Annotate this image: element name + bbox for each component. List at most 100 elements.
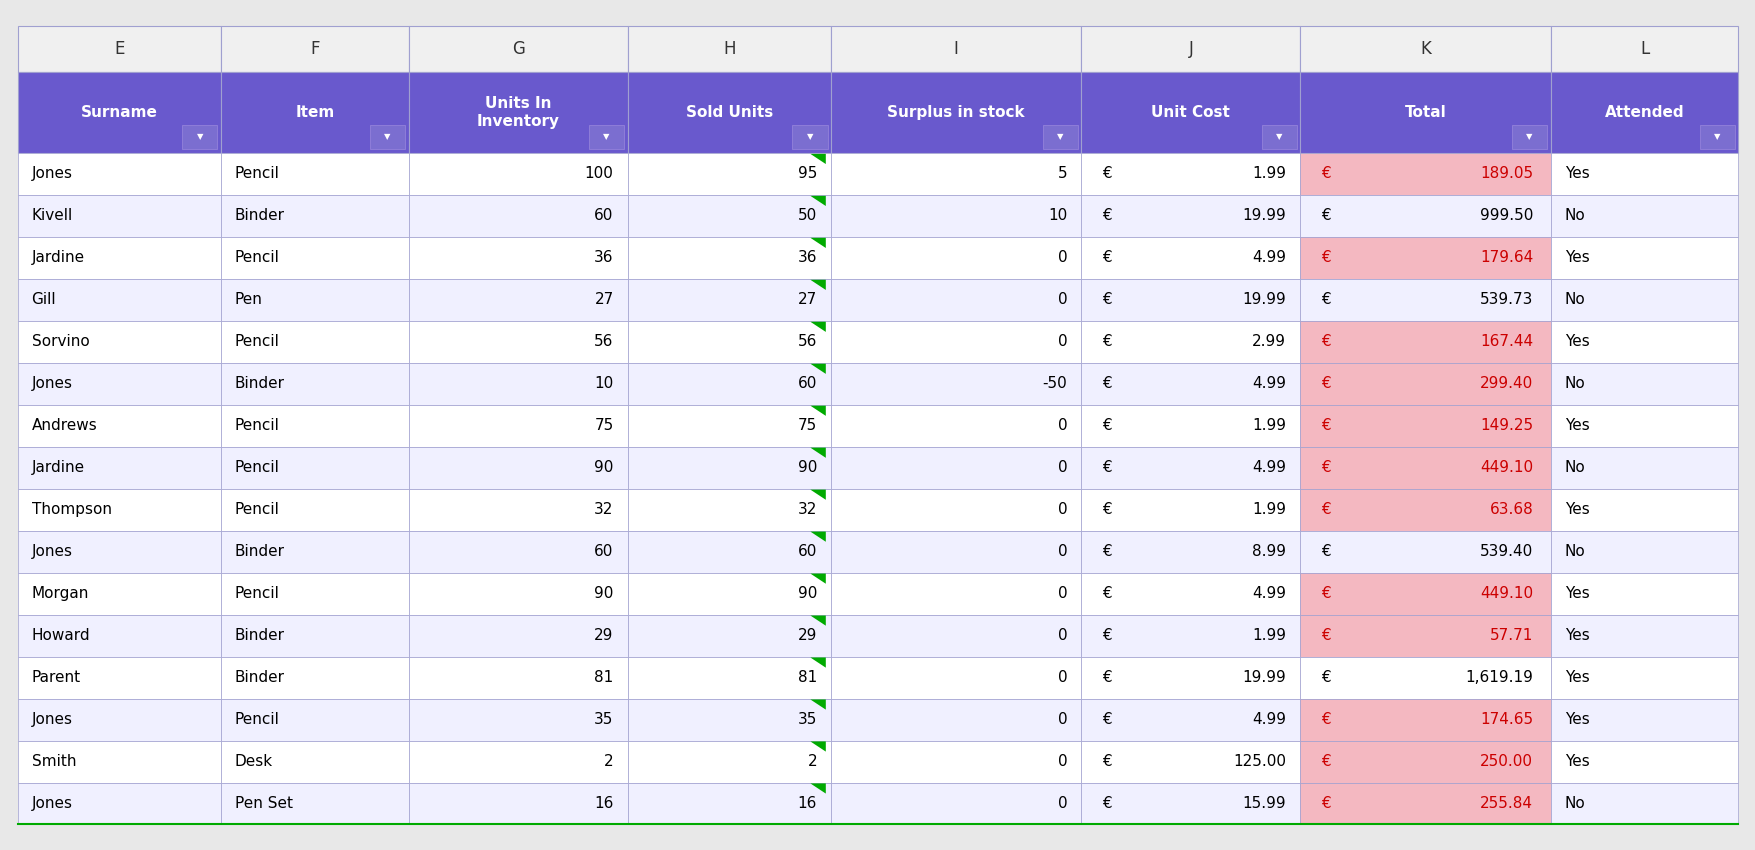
Bar <box>627 615 830 656</box>
Text: No: No <box>1564 292 1585 308</box>
Text: 1,619.19: 1,619.19 <box>1464 670 1532 685</box>
Bar <box>1699 125 1734 149</box>
Bar <box>221 153 409 195</box>
Text: 0: 0 <box>1057 292 1067 308</box>
Text: L: L <box>1639 40 1648 58</box>
Bar <box>409 195 627 237</box>
Text: Attended: Attended <box>1604 105 1683 120</box>
Text: 29: 29 <box>593 628 612 643</box>
Bar <box>18 615 221 656</box>
Text: €: € <box>1102 670 1111 685</box>
Text: 4.99: 4.99 <box>1251 377 1286 391</box>
Text: J: J <box>1188 40 1193 58</box>
Text: 2.99: 2.99 <box>1251 334 1286 349</box>
Bar <box>830 26 1081 72</box>
Bar <box>1300 279 1550 320</box>
Bar <box>588 125 623 149</box>
Bar <box>409 279 627 320</box>
Text: Yes: Yes <box>1564 418 1588 434</box>
Text: Unit Cost: Unit Cost <box>1151 105 1230 120</box>
Polygon shape <box>809 615 825 626</box>
Bar <box>627 783 830 824</box>
Bar <box>1550 405 1737 447</box>
Bar <box>1300 447 1550 489</box>
Bar <box>1081 405 1300 447</box>
Polygon shape <box>809 238 825 248</box>
Text: 35: 35 <box>797 712 816 727</box>
Polygon shape <box>809 321 825 332</box>
Text: 27: 27 <box>797 292 816 308</box>
Text: 125.00: 125.00 <box>1232 754 1286 769</box>
Bar <box>830 699 1081 740</box>
Text: 167.44: 167.44 <box>1479 334 1532 349</box>
Bar <box>830 573 1081 615</box>
Text: Surplus in stock: Surplus in stock <box>886 105 1025 120</box>
Bar <box>18 656 221 699</box>
Bar <box>18 530 221 573</box>
Text: ▼: ▼ <box>806 133 813 141</box>
Bar <box>627 530 830 573</box>
Text: No: No <box>1564 208 1585 224</box>
Bar <box>1081 195 1300 237</box>
Bar <box>627 363 830 405</box>
Bar <box>221 279 409 320</box>
Bar <box>830 405 1081 447</box>
Polygon shape <box>809 196 825 206</box>
Text: Pencil: Pencil <box>235 334 279 349</box>
Text: 60: 60 <box>797 544 816 559</box>
Text: 255.84: 255.84 <box>1479 796 1532 811</box>
Text: Sorvino: Sorvino <box>32 334 90 349</box>
Text: €: € <box>1322 460 1330 475</box>
Bar <box>18 699 221 740</box>
Text: 90: 90 <box>593 586 612 601</box>
Text: 29: 29 <box>797 628 816 643</box>
Bar <box>18 320 221 363</box>
Text: Yes: Yes <box>1564 334 1588 349</box>
Polygon shape <box>809 154 825 164</box>
Text: Binder: Binder <box>235 377 284 391</box>
Bar <box>18 195 221 237</box>
Bar <box>221 405 409 447</box>
Bar <box>1550 447 1737 489</box>
Bar <box>1300 489 1550 530</box>
Bar <box>627 740 830 783</box>
Bar <box>221 72 409 153</box>
Text: Gill: Gill <box>32 292 56 308</box>
Bar <box>1081 363 1300 405</box>
Bar <box>627 405 830 447</box>
Bar <box>1550 26 1737 72</box>
Text: ▼: ▼ <box>1713 133 1720 141</box>
Polygon shape <box>809 574 825 584</box>
Text: 36: 36 <box>593 251 612 265</box>
Bar <box>627 237 830 279</box>
Bar <box>1081 573 1300 615</box>
Text: €: € <box>1322 796 1330 811</box>
Bar <box>627 153 830 195</box>
Text: 539.73: 539.73 <box>1479 292 1532 308</box>
Text: Pencil: Pencil <box>235 460 279 475</box>
Bar <box>1300 363 1550 405</box>
Bar <box>1550 783 1737 824</box>
Polygon shape <box>809 448 825 458</box>
Bar <box>1081 72 1300 153</box>
Bar <box>221 656 409 699</box>
Text: -50: -50 <box>1042 377 1067 391</box>
Text: 4.99: 4.99 <box>1251 460 1286 475</box>
Text: Kivell: Kivell <box>32 208 72 224</box>
Bar <box>1081 615 1300 656</box>
Bar <box>1300 740 1550 783</box>
Text: F: F <box>311 40 319 58</box>
Bar <box>1081 740 1300 783</box>
Text: 0: 0 <box>1057 796 1067 811</box>
Bar <box>1081 153 1300 195</box>
Text: Morgan: Morgan <box>32 586 90 601</box>
Bar <box>409 26 627 72</box>
Polygon shape <box>809 784 825 794</box>
Bar <box>409 237 627 279</box>
Bar <box>409 320 627 363</box>
Text: Sold Units: Sold Units <box>686 105 772 120</box>
Text: €: € <box>1102 586 1111 601</box>
Text: ▼: ▼ <box>384 133 391 141</box>
Text: E: E <box>114 40 125 58</box>
Bar <box>1300 405 1550 447</box>
